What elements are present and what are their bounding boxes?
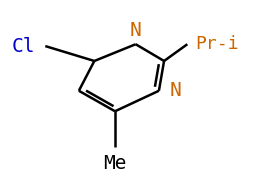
Text: Cl: Cl [11,37,35,56]
Text: N: N [169,81,181,100]
Text: Me: Me [103,154,127,173]
Text: Pr-i: Pr-i [195,35,239,53]
Text: N: N [130,22,141,40]
